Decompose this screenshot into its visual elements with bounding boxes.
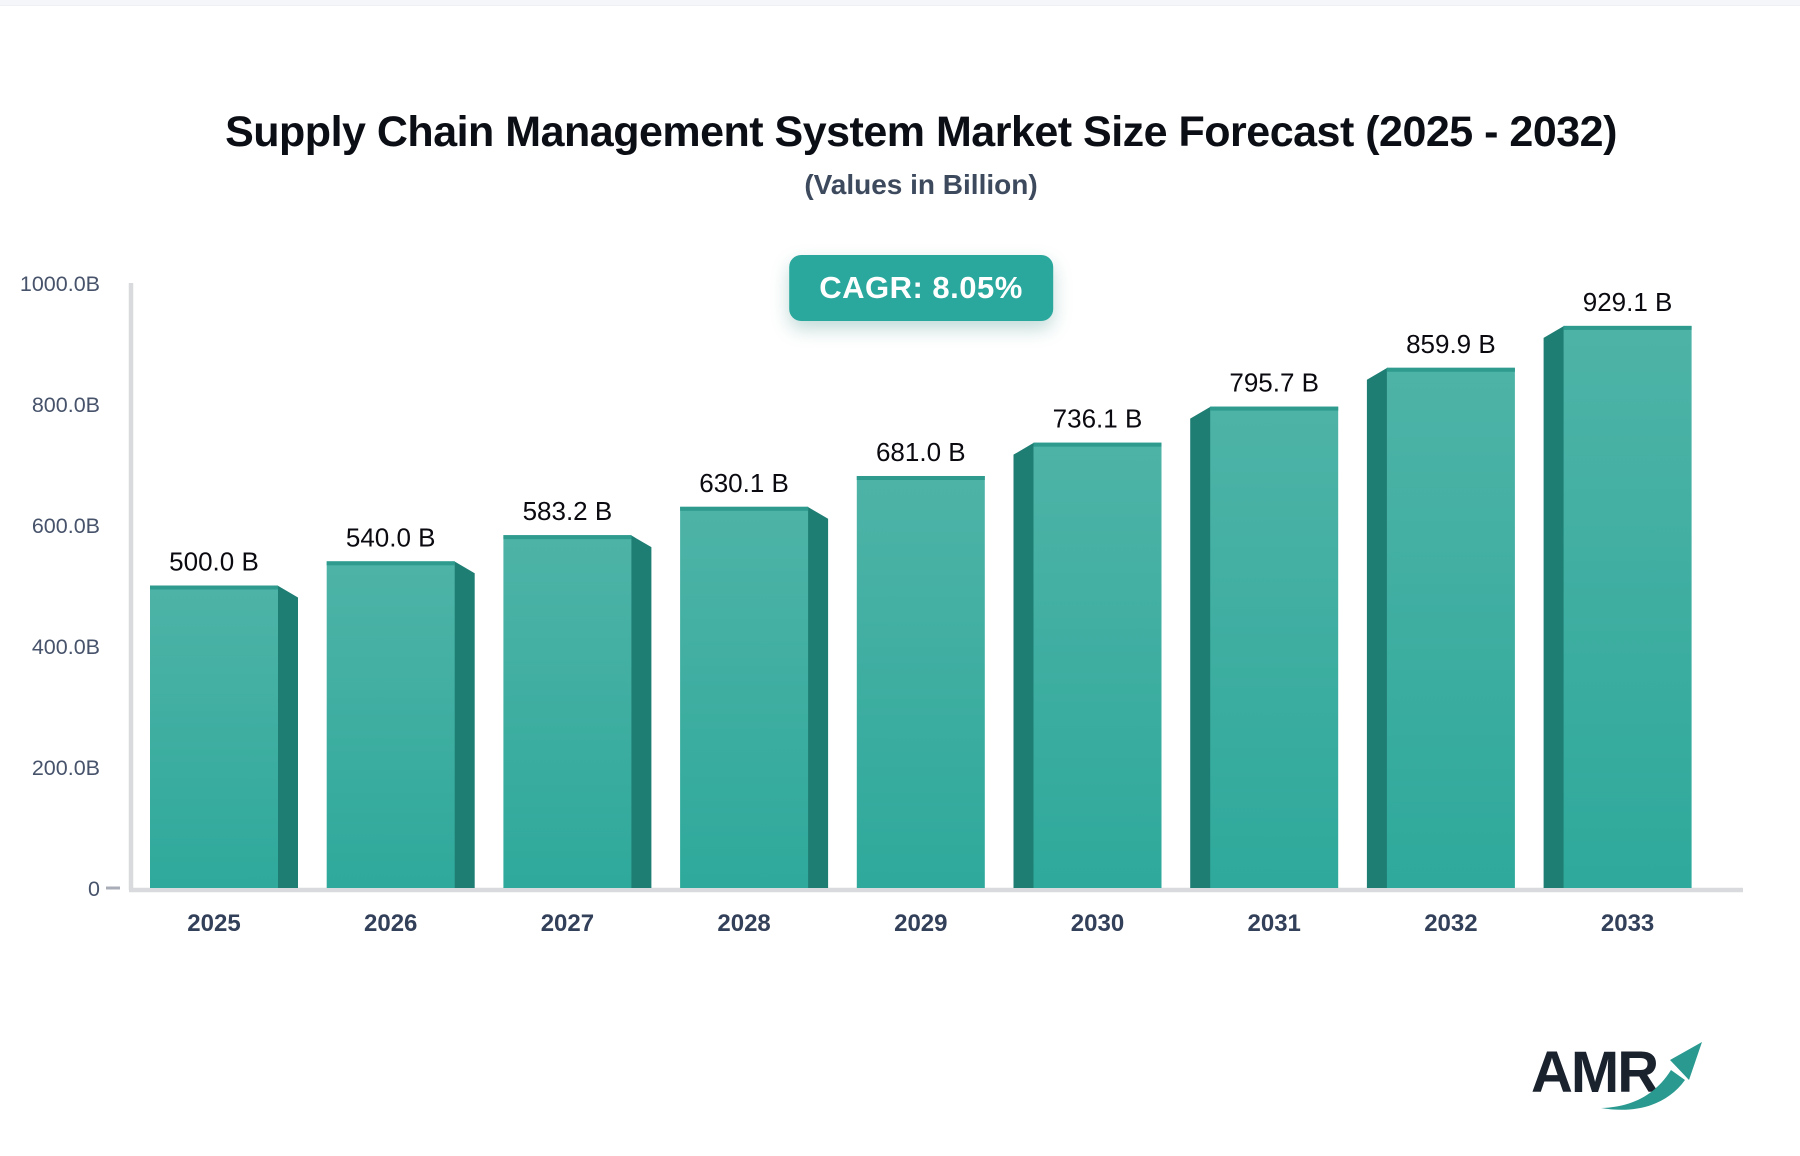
x-axis-label: 2028 (717, 910, 770, 937)
bar-side-face (1543, 325, 1565, 888)
bar-front-face (503, 535, 632, 888)
bar-value-label: 681.0 B (876, 437, 966, 467)
bar-top-edge (503, 535, 632, 540)
bar-front-face (1563, 325, 1692, 888)
bar-value-label: 929.1 B (1583, 287, 1673, 317)
x-axis-label: 2026 (364, 910, 417, 937)
bar-top-edge (1563, 325, 1692, 330)
bar-side-face (807, 506, 829, 888)
bar-top-edge (1386, 367, 1515, 372)
bar-top-edge (680, 506, 809, 511)
logo-text: AMR (1531, 1040, 1658, 1105)
x-axis-label: 2031 (1248, 910, 1301, 937)
cagr-badge: CAGR: 8.05% (789, 255, 1053, 321)
bar-front-face (1033, 442, 1162, 888)
logo-arrowhead-icon (1670, 1042, 1702, 1080)
y-tick-label: 800.0B (32, 393, 100, 417)
bar-top-edge (1210, 406, 1339, 411)
x-axis-label: 2027 (541, 910, 594, 937)
bar-value-label: 736.1 B (1053, 404, 1143, 434)
bar-value-label: 630.1 B (699, 468, 789, 498)
bar-side-face (277, 585, 298, 888)
y-tick-label: 400.0B (32, 635, 100, 659)
bar-front-face (150, 585, 278, 888)
bar-side-face (630, 535, 652, 888)
bar-top-edge (150, 585, 278, 590)
bar-front-face (856, 475, 985, 888)
bar-front-face (680, 506, 809, 888)
window-top-strip (0, 0, 1800, 6)
bar-side-face (454, 561, 475, 888)
x-axis-label: 2025 (187, 910, 240, 937)
chart-subtitle: (Values in Billion) (804, 169, 1038, 200)
bar-value-label: 540.0 B (346, 522, 436, 552)
x-axis-label: 2032 (1424, 910, 1477, 937)
logo-arrow-swoosh-icon (1601, 1070, 1685, 1110)
y-tick-label: 1000.0B (20, 272, 100, 296)
chart-title: Supply Chain Management System Market Si… (225, 108, 1617, 156)
bar-top-edge (1033, 442, 1162, 447)
bar-value-label: 500.0 B (169, 547, 259, 577)
bar-top-edge (326, 561, 455, 566)
bar-value-label: 795.7 B (1229, 368, 1319, 398)
y-tick-label: 600.0B (32, 514, 100, 538)
y-tick-label: 200.0B (32, 756, 100, 780)
x-axis-label: 2033 (1601, 910, 1654, 937)
x-axis-label: 2030 (1071, 910, 1124, 937)
bar-side-face (1190, 406, 1211, 888)
bar-value-label: 583.2 B (523, 496, 613, 526)
amr-logo: AMR (1531, 1040, 1702, 1110)
bar-side-face (1366, 367, 1388, 888)
bar-front-face (326, 561, 455, 888)
x-axis-label: 2029 (894, 910, 947, 937)
bar-side-face (1013, 442, 1034, 888)
bar-front-face (1386, 367, 1515, 888)
bar-top-edge (856, 475, 985, 480)
y-tick-label: 0 (88, 877, 100, 901)
bar-value-label: 859.9 B (1406, 329, 1496, 359)
bar-front-face (1210, 406, 1339, 888)
